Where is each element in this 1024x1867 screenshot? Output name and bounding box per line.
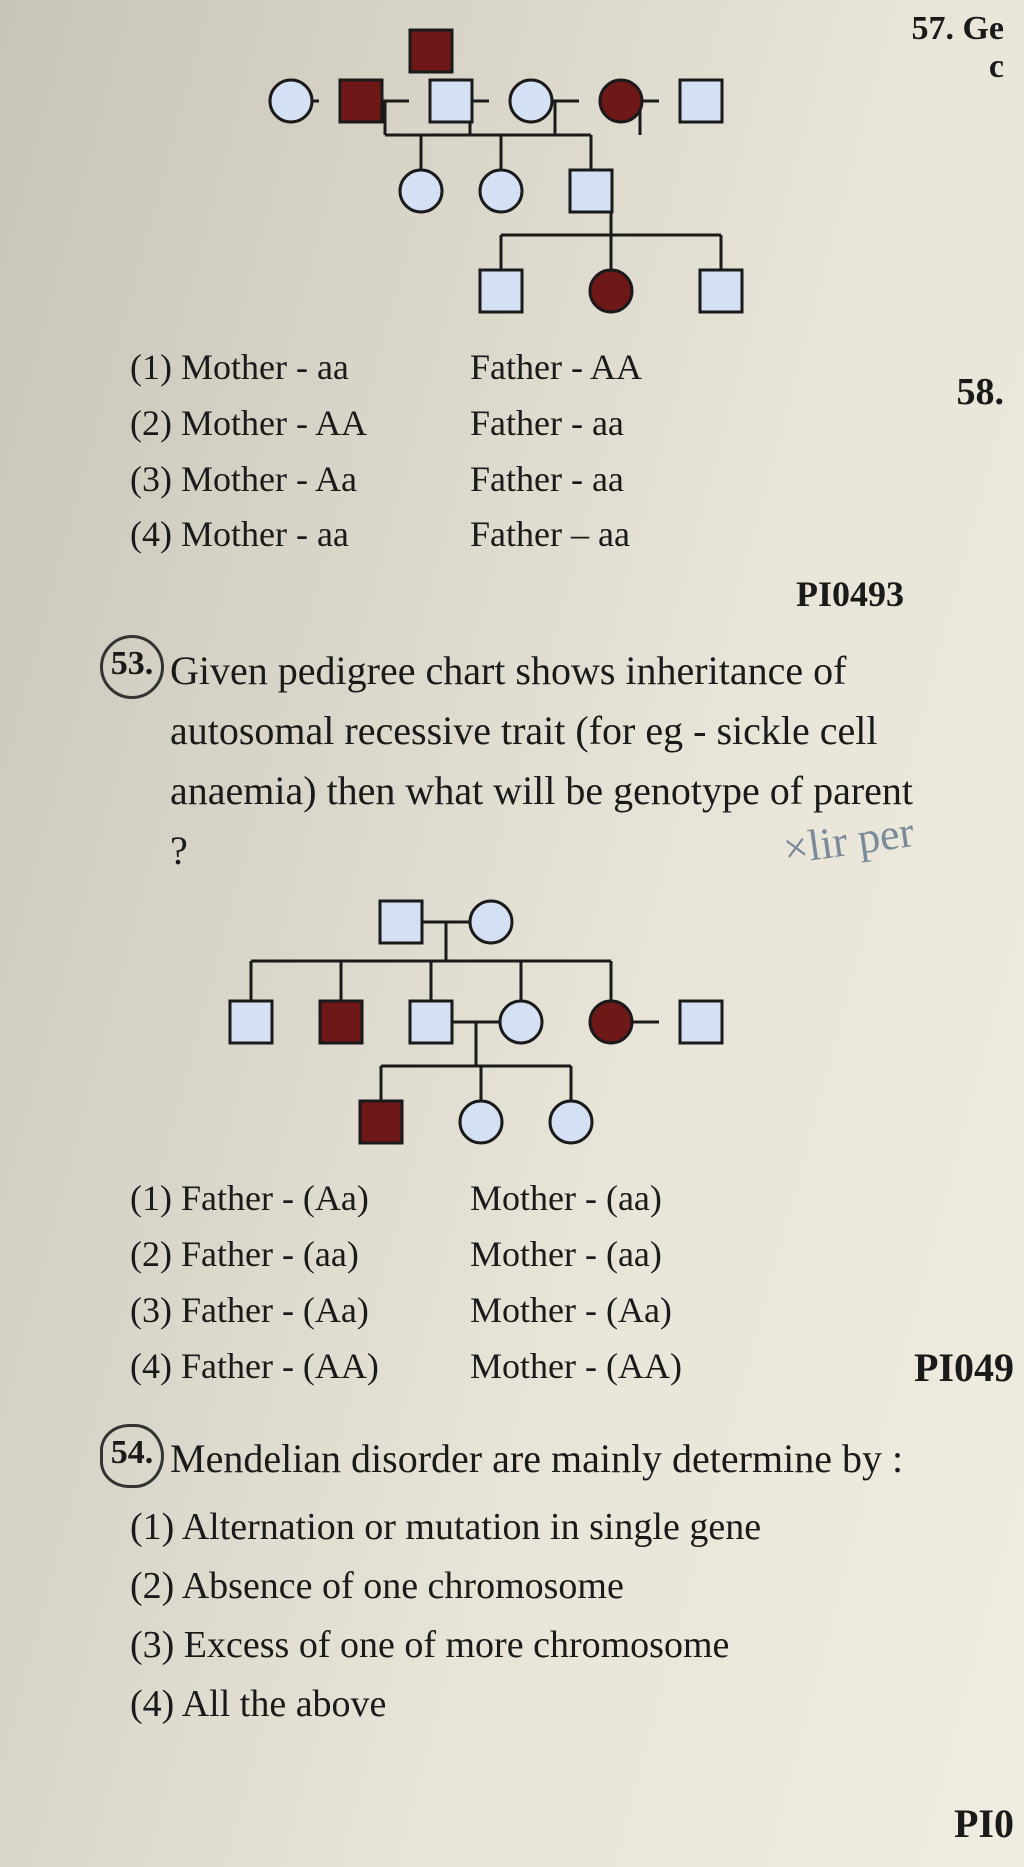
option-left: (4) Mother - aa: [130, 507, 470, 563]
q54-options: (1) Alternation or mutation in single ge…: [130, 1498, 964, 1734]
option-row: (2) Mother - AAFather - aa: [130, 396, 964, 452]
option-row: (2) Absence of one chromosome: [130, 1557, 964, 1616]
option-row: (2) Father - (aa)Mother - (aa): [130, 1227, 964, 1283]
option-row: (4) Mother - aaFather – aa: [130, 507, 964, 563]
option-right: Mother - (Aa): [470, 1283, 672, 1339]
option-left: (1) Mother - aa: [130, 340, 470, 396]
q53-options: (1) Father - (Aa)Mother - (aa)(2) Father…: [130, 1171, 964, 1394]
option-left: (3) Father - (Aa): [130, 1283, 470, 1339]
option-row: (4) Father - (AA)Mother - (AA): [130, 1339, 964, 1395]
q58-number: 58.: [957, 370, 1005, 414]
option-row: (3) Father - (Aa)Mother - (Aa): [130, 1283, 964, 1339]
q52-pedigree: [150, 20, 790, 330]
option-left: (2) Father - (aa): [130, 1227, 470, 1283]
option-row: (1) Mother - aaFather - AA: [130, 340, 964, 396]
q54-number: 54.: [100, 1424, 164, 1488]
q53-block: 53. Given pedigree chart shows inheritan…: [100, 635, 964, 881]
top-right-marker: 57. Ge c: [911, 10, 1004, 86]
option-left: (4) Father - (AA): [130, 1339, 470, 1395]
q54-block: 54. Mendelian disorder are mainly determ…: [100, 1424, 964, 1488]
option-left: (2) Mother - AA: [130, 396, 470, 452]
option-left: (1) Father - (Aa): [130, 1171, 470, 1227]
q57-sub: c: [911, 48, 1004, 86]
q53-pedigree: [150, 891, 770, 1161]
q57-text: Ge: [962, 10, 1004, 47]
option-right: Mother - (AA): [470, 1339, 682, 1395]
option-row: (3) Excess of one of more chromosome: [130, 1616, 964, 1675]
q54-text: Mendelian disorder are mainly determine …: [170, 1430, 964, 1488]
option-row: (4) All the above: [130, 1675, 964, 1734]
option-right: Mother - (aa): [470, 1227, 662, 1283]
q54-code: PI0: [954, 1800, 1014, 1847]
option-row: (1) Alternation or mutation in single ge…: [130, 1498, 964, 1557]
q52-options: (1) Mother - aaFather - AA(2) Mother - A…: [130, 340, 964, 563]
q53-code: PI049: [914, 1344, 1014, 1391]
option-right: Father - aa: [470, 452, 624, 508]
option-row: (3) Mother - AaFather - aa: [130, 452, 964, 508]
q57-number: 57.: [911, 10, 954, 47]
option-right: Father – aa: [470, 507, 630, 563]
option-right: Father - aa: [470, 396, 624, 452]
q52-code: PI0493: [100, 573, 904, 615]
q53-number: 53.: [100, 635, 164, 699]
option-row: (1) Father - (Aa)Mother - (aa): [130, 1171, 964, 1227]
option-left: (3) Mother - Aa: [130, 452, 470, 508]
option-right: Mother - (aa): [470, 1171, 662, 1227]
page: 57. Ge c 58. (1) Mother - aaFather - AA(…: [0, 0, 1024, 1867]
option-right: Father - AA: [470, 340, 642, 396]
